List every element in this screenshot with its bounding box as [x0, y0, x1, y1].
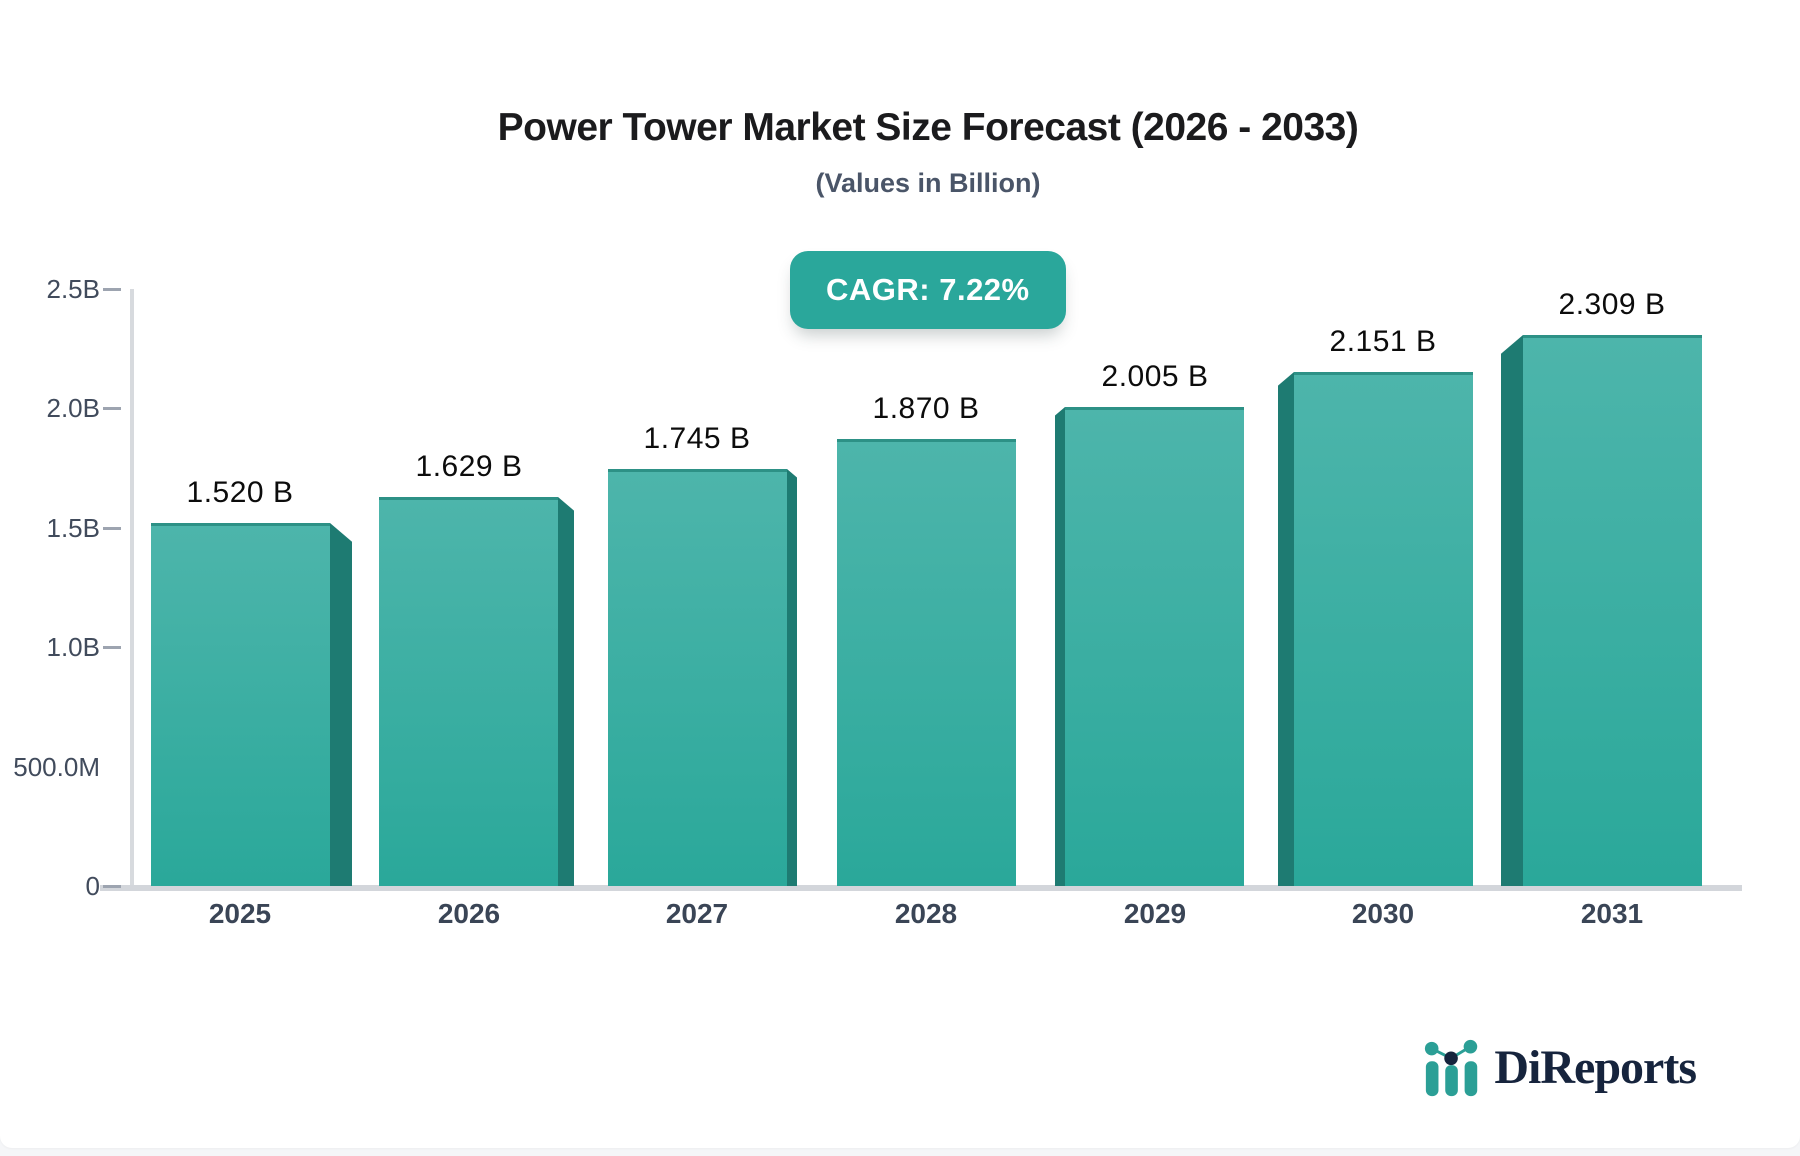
- bar-side-2030: [1278, 372, 1294, 886]
- bar-side-2026: [558, 497, 574, 886]
- bar-2025[interactable]: [151, 523, 330, 886]
- x-axis-label-2027: 2027: [665, 898, 729, 929]
- bar-side-2025: [330, 523, 352, 886]
- bar-2029[interactable]: [1065, 407, 1244, 886]
- bar-side-2031: [1501, 335, 1523, 886]
- y-axis-tick: [103, 526, 121, 530]
- y-axis-line: [130, 289, 134, 886]
- bar-value-label-2027: 1.745 B: [643, 422, 751, 455]
- y-axis-tick: [103, 407, 121, 411]
- x-axis-label-2028: 2028: [894, 898, 958, 929]
- y-axis-tick: [103, 885, 121, 888]
- y-axis-tick: [103, 288, 121, 291]
- y-axis-label-500.0M: 500.0M: [13, 751, 100, 782]
- y-axis-label-2.5B: 2.5B: [46, 274, 101, 304]
- cagr-badge: CAGR: 7.22%: [790, 251, 1066, 329]
- bar-2028[interactable]: [837, 439, 1016, 886]
- bar-2027[interactable]: [608, 469, 787, 886]
- x-axis-label-2031: 2031: [1580, 898, 1644, 929]
- y-axis-tick: [103, 646, 121, 650]
- direports-logo-icon: [1425, 1039, 1478, 1097]
- bar-2031[interactable]: [1523, 335, 1702, 886]
- y-axis-label-2.0B: 2.0B: [46, 393, 101, 424]
- bar-2030[interactable]: [1294, 372, 1473, 886]
- bar-2026[interactable]: [379, 497, 558, 886]
- chart-title: Power Tower Market Size Forecast (2026 -…: [497, 106, 1359, 149]
- bar-value-label-2026: 1.629 B: [415, 450, 523, 483]
- cagr-badge-text: CAGR: 7.22%: [826, 272, 1030, 307]
- y-axis-label-1.0B: 1.0B: [46, 632, 101, 663]
- bar-side-2029: [1055, 407, 1065, 886]
- x-axis-label-2030: 2030: [1351, 898, 1415, 929]
- x-axis-baseline: [100, 885, 1742, 891]
- bar-side-2027: [787, 469, 797, 886]
- bar-value-label-2025: 1.520 B: [186, 476, 294, 509]
- x-axis-label-2026: 2026: [437, 898, 501, 929]
- bar-value-label-2030: 2.151 B: [1329, 325, 1437, 358]
- bar-value-label-2028: 1.870 B: [872, 392, 980, 425]
- x-axis-label-2025: 2025: [208, 898, 272, 929]
- bar-value-label-2029: 2.005 B: [1101, 360, 1209, 393]
- x-axis-label-2029: 2029: [1123, 898, 1187, 929]
- direports-logo-text: DiReports: [1494, 1040, 1697, 1094]
- y-axis-label-1.5B: 1.5B: [46, 512, 101, 543]
- chart-subtitle: (Values in Billion): [815, 168, 1041, 198]
- direports-logo[interactable]: DiReports: [1422, 1026, 1697, 1108]
- bar-value-label-2031: 2.309 B: [1558, 288, 1666, 321]
- y-axis-label-0: 0: [85, 871, 100, 901]
